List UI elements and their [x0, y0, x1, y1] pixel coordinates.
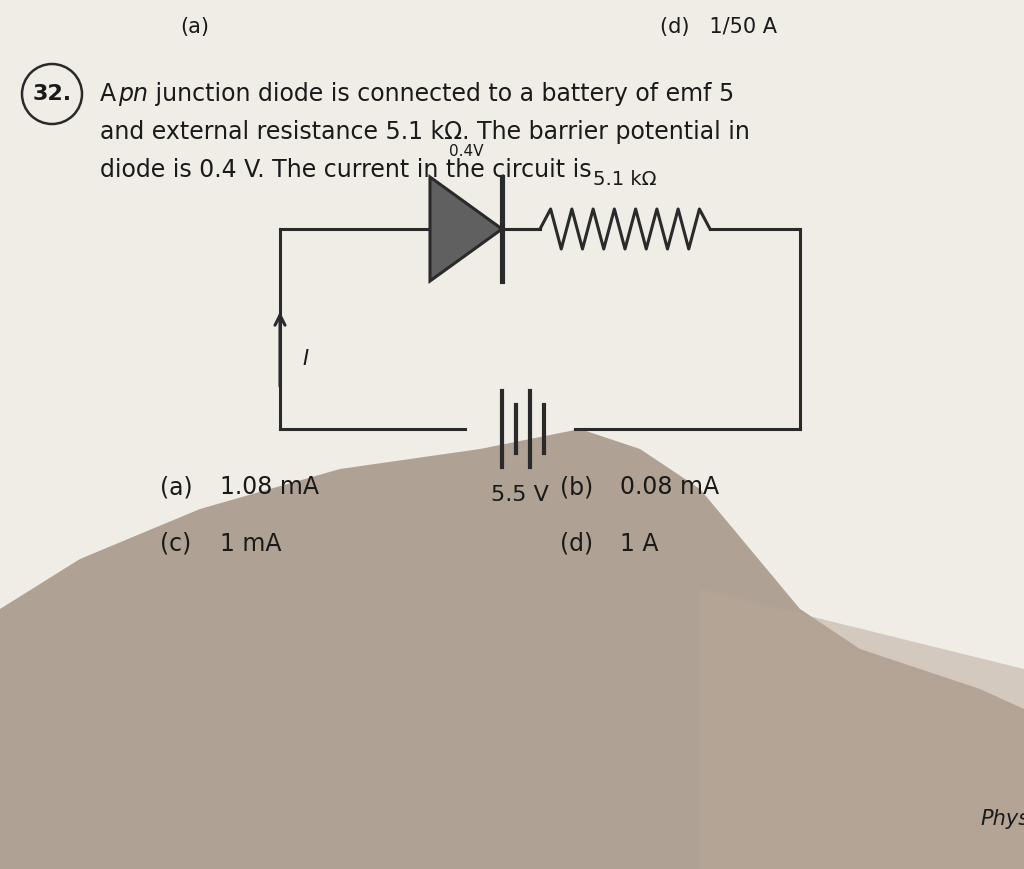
Polygon shape	[430, 177, 502, 281]
Text: (c): (c)	[160, 532, 191, 556]
Text: (a): (a)	[160, 475, 193, 499]
Text: 0.4V: 0.4V	[449, 144, 483, 159]
Text: 0.08 mA: 0.08 mA	[620, 475, 719, 499]
Polygon shape	[700, 589, 1024, 869]
Text: pn: pn	[118, 82, 148, 106]
Text: and external resistance 5.1 kΩ. The barrier potential in: and external resistance 5.1 kΩ. The barr…	[100, 120, 750, 144]
Text: 5.5 V: 5.5 V	[492, 485, 549, 505]
Text: (d)   1/50 A: (d) 1/50 A	[660, 17, 777, 37]
Text: (a): (a)	[180, 17, 209, 37]
Polygon shape	[0, 429, 1024, 869]
Text: I: I	[302, 349, 308, 369]
Text: 1 mA: 1 mA	[220, 532, 282, 556]
Text: 1.08 mA: 1.08 mA	[220, 475, 319, 499]
Text: diode is 0.4 V. The current in the circuit is: diode is 0.4 V. The current in the circu…	[100, 158, 592, 182]
Text: A: A	[100, 82, 124, 106]
Text: 32.: 32.	[33, 84, 72, 104]
Text: 5.1 kΩ: 5.1 kΩ	[593, 170, 656, 189]
Text: (d): (d)	[560, 532, 593, 556]
Text: 1 A: 1 A	[620, 532, 658, 556]
Text: Phys: Phys	[980, 809, 1024, 829]
Text: (b): (b)	[560, 475, 593, 499]
Text: junction diode is connected to a battery of emf 5: junction diode is connected to a battery…	[148, 82, 734, 106]
